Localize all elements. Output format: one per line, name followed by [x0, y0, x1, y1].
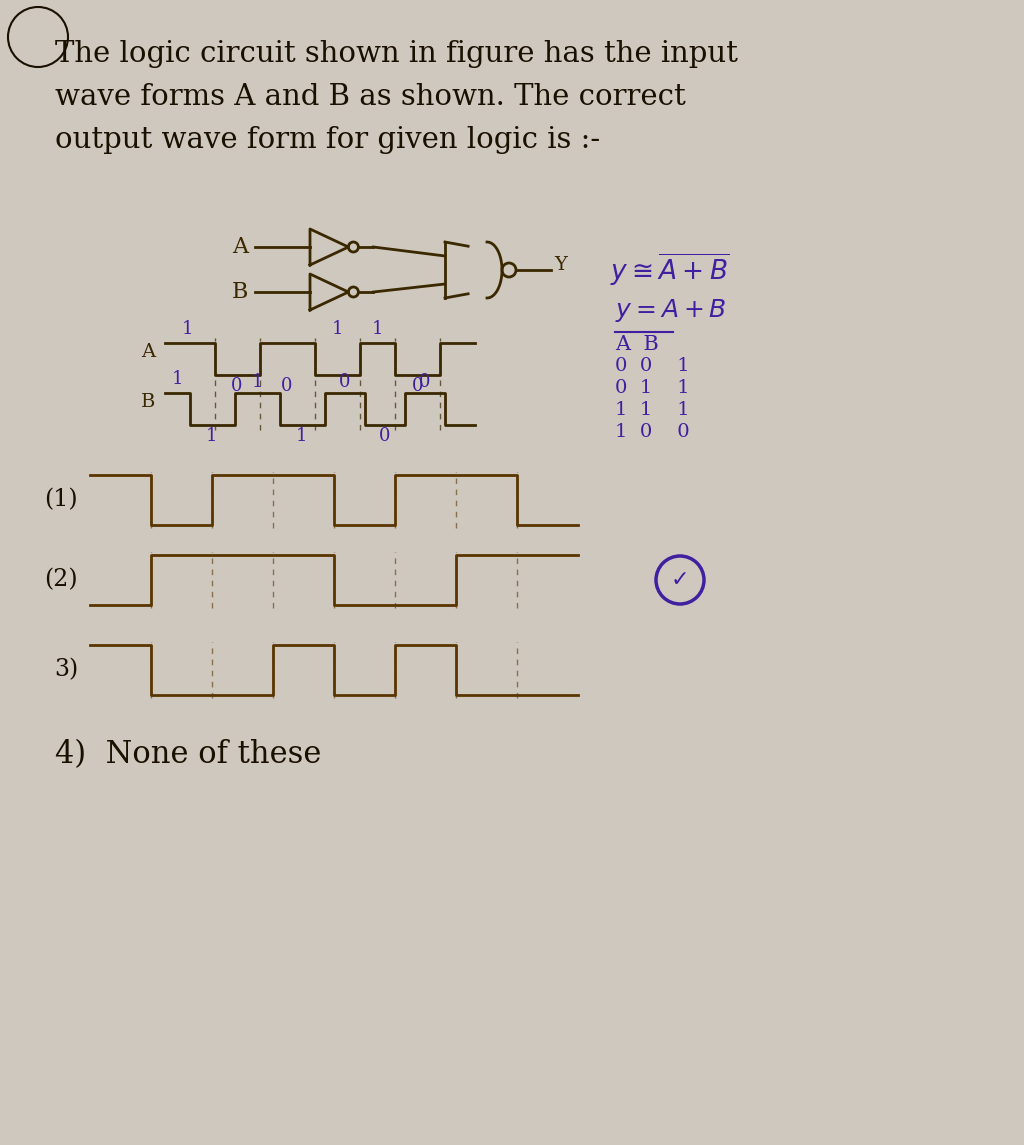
- Text: 1: 1: [171, 370, 182, 388]
- Text: A  B: A B: [615, 335, 658, 354]
- Text: 1: 1: [181, 319, 193, 338]
- Text: Y: Y: [554, 256, 567, 274]
- Text: 1: 1: [372, 319, 383, 338]
- Text: (1): (1): [44, 489, 78, 512]
- Text: A: A: [232, 236, 248, 258]
- Text: 0  0    1: 0 0 1: [615, 357, 689, 376]
- Text: $y \cong \overline{A+B}$: $y \cong \overline{A+B}$: [610, 252, 729, 289]
- Text: B: B: [231, 281, 248, 303]
- Text: wave forms A and B as shown. The correct: wave forms A and B as shown. The correct: [55, 82, 686, 111]
- Text: 0: 0: [419, 373, 431, 390]
- Text: output wave form for given logic is :-: output wave form for given logic is :-: [55, 126, 600, 153]
- Text: 1  0    0: 1 0 0: [615, 423, 689, 441]
- Text: ✓: ✓: [671, 570, 689, 590]
- Text: 0: 0: [379, 427, 391, 445]
- Text: 1: 1: [206, 427, 218, 445]
- Text: 0: 0: [282, 377, 293, 395]
- Text: A: A: [141, 344, 155, 361]
- Text: 0: 0: [339, 373, 351, 390]
- Text: 1: 1: [331, 319, 343, 338]
- Text: 1  1    1: 1 1 1: [615, 401, 689, 419]
- Text: (2): (2): [44, 569, 78, 592]
- Text: The logic circuit shown in figure has the input: The logic circuit shown in figure has th…: [55, 40, 738, 68]
- Text: 0: 0: [413, 377, 424, 395]
- Text: 0  1    1: 0 1 1: [615, 379, 689, 397]
- Text: $y = A + B$: $y = A + B$: [615, 297, 726, 324]
- Text: 1: 1: [296, 427, 308, 445]
- Text: 4)  None of these: 4) None of these: [55, 740, 322, 771]
- Text: 3): 3): [53, 658, 78, 681]
- Text: B: B: [140, 393, 155, 411]
- Text: 0: 0: [231, 377, 243, 395]
- Text: 1: 1: [251, 373, 263, 390]
